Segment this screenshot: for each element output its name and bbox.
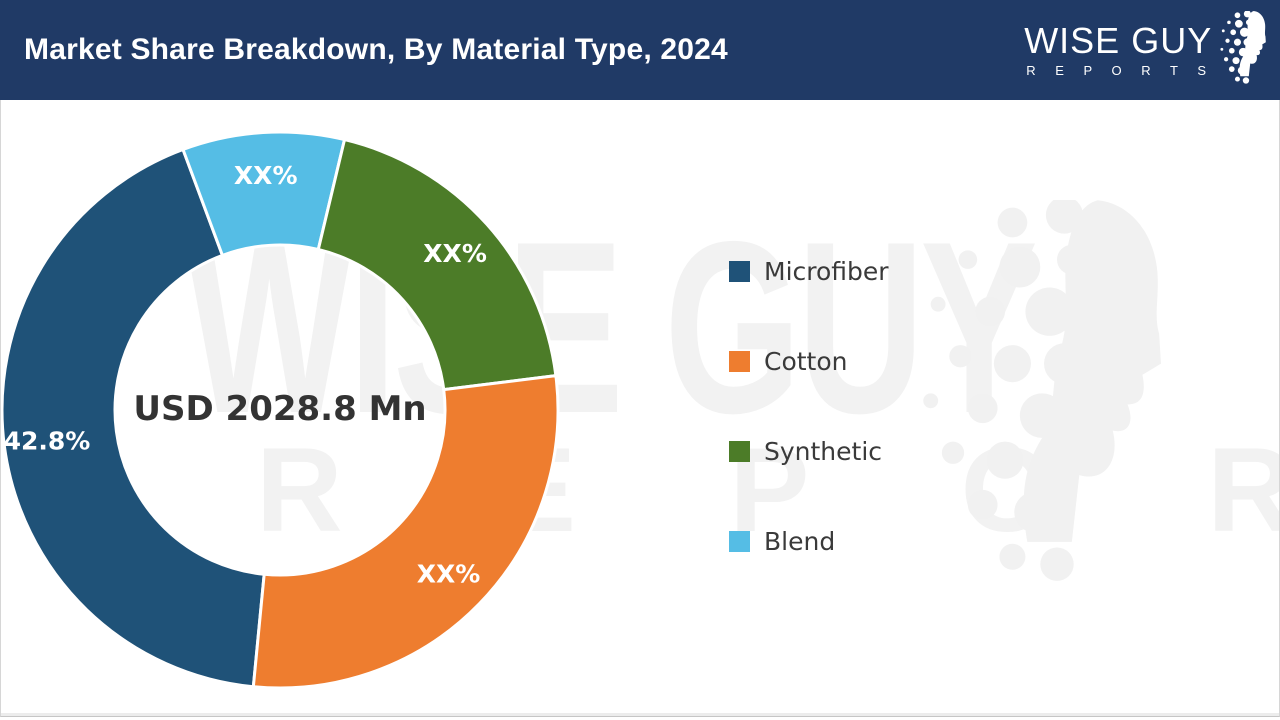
donut-segment-cotton xyxy=(251,374,560,690)
segment-label-microfiber: 42.8% xyxy=(4,426,91,455)
wiseguy-logo-text: WISE GUY R E P O R T S xyxy=(1024,19,1214,78)
legend-label-synthetic: Synthetic xyxy=(764,436,883,466)
legend-label-blend: Blend xyxy=(764,526,836,556)
chart-panel: WISE GUY R E P O R T S 42.8%XX%XX%XX%USD… xyxy=(0,100,1280,717)
segment-label-synthetic: XX% xyxy=(423,239,487,268)
legend-label-cotton: Cotton xyxy=(764,346,848,376)
legend-item-microfiber: Microfiber xyxy=(729,256,889,286)
wiseguy-face-icon xyxy=(1220,11,1266,84)
legend-swatch-blend xyxy=(729,530,750,552)
watermark-face-icon xyxy=(923,200,1161,581)
donut-chart: 42.8% XX% XX% XX% USD 2028.8 Mn xyxy=(1,130,560,690)
legend-item-synthetic: Synthetic xyxy=(729,436,889,466)
legend-label-microfiber: Microfiber xyxy=(764,256,889,286)
logo-subtitle: R E P O R T S xyxy=(1026,62,1214,78)
legend-swatch-synthetic xyxy=(729,440,750,462)
legend-item-cotton: Cotton xyxy=(729,346,889,376)
legend-swatch-microfiber xyxy=(729,260,750,282)
donut-chart-container: 42.8% XX% XX% XX% USD 2028.8 Mn xyxy=(1,127,563,693)
legend-swatch-cotton xyxy=(729,350,750,372)
legend-item-blend: Blend xyxy=(729,526,889,556)
segment-label-blend: XX% xyxy=(234,161,298,190)
bottom-divider xyxy=(1,713,1279,716)
legend: Microfiber Cotton Synthetic Blend xyxy=(729,256,889,556)
donut-segment-synthetic xyxy=(316,138,558,392)
donut-segment-microfiber xyxy=(1,147,266,689)
header-bar: Market Share Breakdown, By Material Type… xyxy=(0,0,1280,100)
page-title: Market Share Breakdown, By Material Type… xyxy=(24,33,728,66)
segment-label-cotton: XX% xyxy=(417,560,481,589)
logo-wordmark: WISE GUY xyxy=(1024,19,1213,61)
donut-center-value: USD 2028.8 Mn xyxy=(133,389,426,429)
wiseguy-logo: WISE GUY R E P O R T S xyxy=(1024,8,1266,92)
